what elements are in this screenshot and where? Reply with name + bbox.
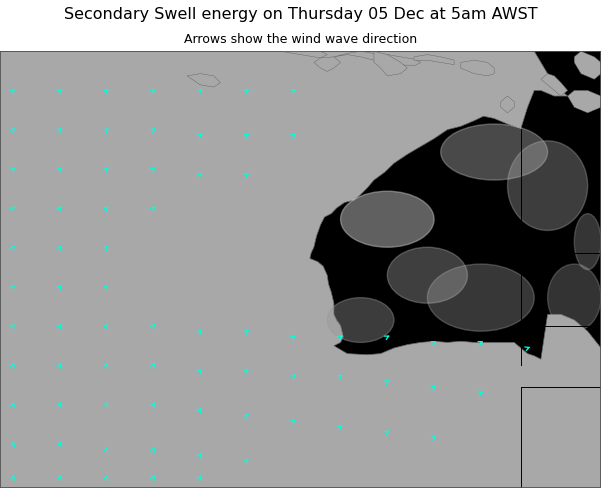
Ellipse shape [507, 141, 588, 230]
Ellipse shape [548, 264, 601, 331]
Polygon shape [414, 55, 454, 65]
Polygon shape [501, 96, 514, 113]
Polygon shape [0, 51, 601, 488]
Polygon shape [314, 57, 341, 71]
Ellipse shape [387, 247, 468, 303]
Text: Secondary Swell energy on Thursday 05 Dec at 5am AWST: Secondary Swell energy on Thursday 05 De… [64, 7, 537, 22]
Ellipse shape [441, 124, 548, 180]
Ellipse shape [341, 191, 434, 247]
Polygon shape [187, 74, 221, 87]
Text: Arrows show the wind wave direction: Arrows show the wind wave direction [184, 34, 417, 46]
Ellipse shape [327, 298, 394, 343]
Polygon shape [567, 90, 601, 113]
Polygon shape [461, 60, 494, 76]
Polygon shape [541, 74, 567, 96]
Ellipse shape [575, 214, 601, 269]
Polygon shape [67, 18, 100, 31]
Polygon shape [575, 51, 601, 79]
Ellipse shape [427, 264, 534, 331]
Polygon shape [374, 51, 407, 76]
Polygon shape [240, 40, 327, 58]
Polygon shape [334, 51, 421, 66]
